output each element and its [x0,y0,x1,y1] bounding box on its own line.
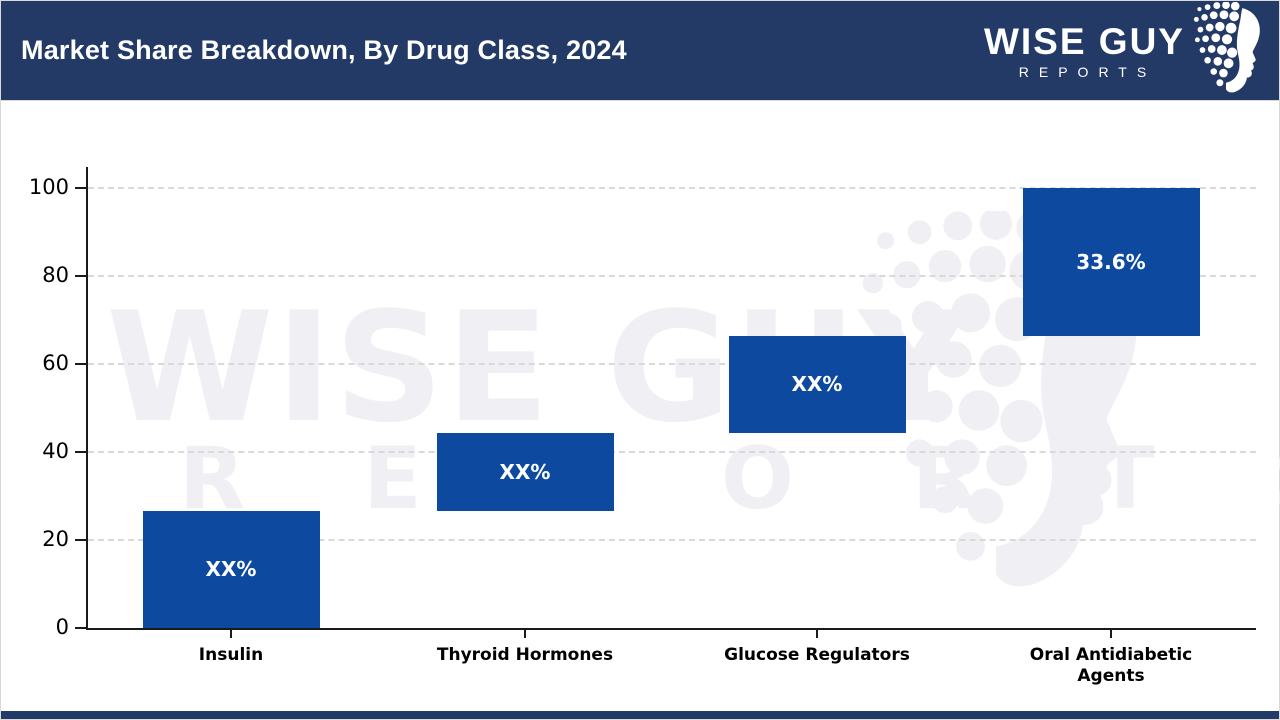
x-tick [524,630,526,638]
logo-subtitle: REPORTS [1018,63,1157,80]
y-tick-label: 40 [42,439,69,463]
y-tick [75,451,86,453]
wise-guy-head-icon [1187,1,1265,99]
gridline [88,539,1256,541]
bar-oral-antidiabetic-agents: 33.6% [1022,188,1200,336]
bar-value-label: XX% [791,372,843,397]
y-tick [75,363,86,365]
bar-value-label: XX% [499,460,551,485]
y-tick-label: 20 [42,527,69,551]
x-tick-label: Oral Antidiabetic Agents [1029,645,1193,686]
y-axis-line [86,167,88,630]
y-tick-label: 100 [28,175,69,199]
x-tick-label: Thyroid Hormones [436,645,614,665]
wise-guy-logo: WISE GUY REPORTS [984,1,1265,99]
gridline [88,451,1256,453]
page-title: Market Share Breakdown, By Drug Class, 2… [21,35,627,65]
x-tick-label: Insulin [198,645,264,665]
y-tick [75,539,86,541]
y-tick [75,187,86,189]
header-bar: Market Share Breakdown, By Drug Class, 2… [1,1,1279,101]
gridline [88,363,1256,365]
x-axis-line [86,628,1256,630]
y-tick [75,627,86,629]
bar-value-label: XX% [205,557,257,582]
y-tick-label: 60 [42,351,69,375]
bar-insulin: XX% [142,510,320,628]
bar-glucose-regulators: XX% [728,335,906,434]
y-tick [75,275,86,277]
gridline [88,187,1256,189]
gridline [88,275,1256,277]
x-tick [230,630,232,638]
x-tick-label: Glucose Regulators [724,645,910,665]
footer-bar [1,711,1279,719]
bar-thyroid-hormones: XX% [436,433,614,511]
bar-value-label: 33.6% [1076,249,1146,274]
plot-area: 0 20 40 60 80 100 XX% Insulin XX% Thyroid Hormone… [29,167,1256,686]
logo-text: WISE GUY REPORTS [984,23,1185,79]
x-tick [1110,630,1112,638]
logo-wordmark: WISE GUY [983,20,1185,62]
y-tick-label: 80 [42,263,69,287]
x-tick [816,630,818,638]
y-tick-label: 0 [55,615,69,639]
